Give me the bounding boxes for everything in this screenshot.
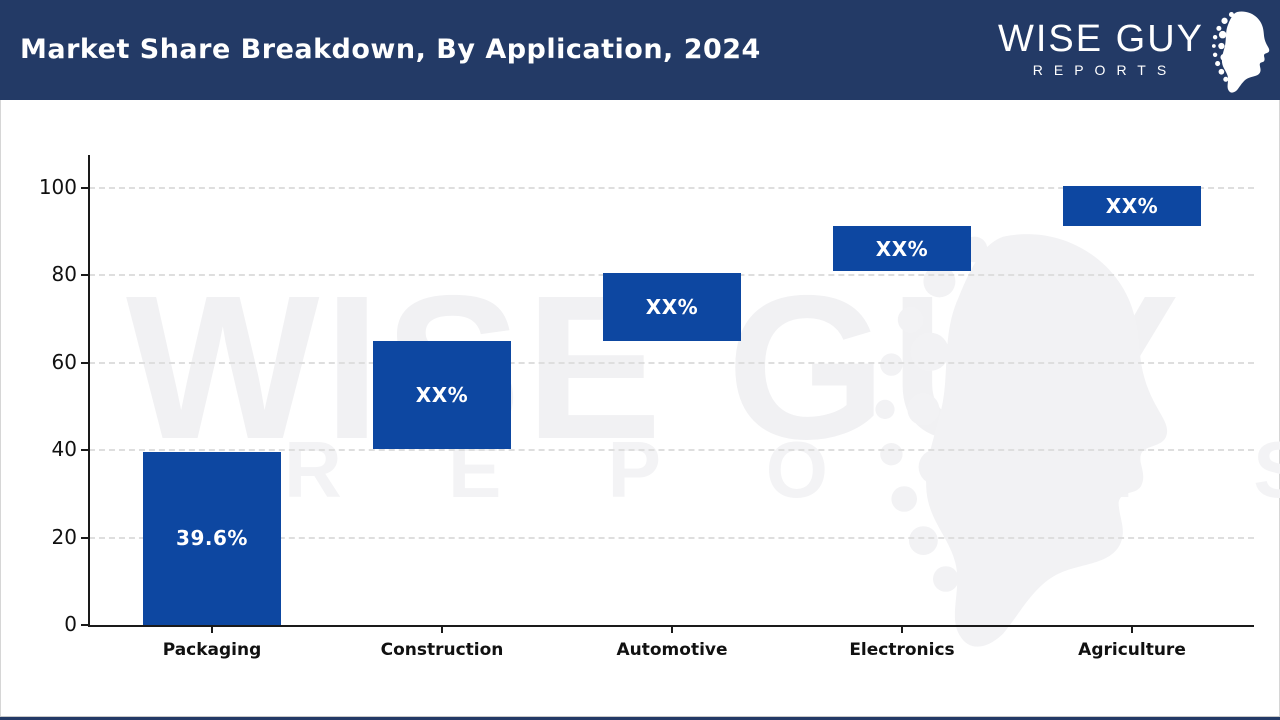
y-tick-20 [81,536,88,539]
y-tick-0 [81,624,88,626]
footer-band [0,717,1280,720]
brand-logo-wordmark: WISE GUY [997,18,1204,60]
x-axis-line [88,625,1254,627]
y-tick-100 [81,186,88,189]
x-tick-packaging [211,627,213,633]
y-tick-label-100: 100 [38,174,77,199]
y-tick-label-80: 80 [51,262,77,286]
x-tick-agriculture [1131,627,1133,633]
y-tick-40 [81,449,88,451]
x-category-label-packaging: Packaging [162,640,262,660]
brand-head-icon [1211,11,1270,93]
brand-logo: WISE GUY REPORTS [998,20,1204,78]
y-tick-label-40: 40 [51,437,77,461]
chart-plot-area: WISE GUY R E P O R T S 0 20 40 60 80 100 39.6%… [0,100,1280,716]
brand-logo-subtitle: REPORTS [1032,62,1178,78]
bar-value-label-packaging: 39.6% [176,526,248,551]
footer-divider [0,716,1280,717]
gridline-60 [89,361,1254,364]
bar-value-label-construction: XX% [415,383,469,408]
x-tick-automotive [671,627,673,633]
y-tick-label-60: 60 [51,349,77,374]
y-tick-80 [81,274,88,276]
watermark-head-icon [875,234,1168,647]
y-tick-label-20: 20 [51,524,77,549]
bar-construction: XX% [373,341,511,450]
bar-packaging: 39.6% [143,451,281,625]
gridline-20 [89,536,1254,539]
bar-value-label-agriculture: XX% [1105,193,1159,218]
bar-value-label-automotive: XX% [645,295,699,320]
bar-value-label-electronics: XX% [875,236,929,261]
x-tick-electronics [901,627,903,633]
x-category-label-automotive: Automotive [616,640,728,660]
chart-title: Market Share Breakdown, By Application, … [20,34,761,65]
y-axis-spine [88,155,90,627]
x-category-label-electronics: Electronics [849,640,955,660]
bar-electronics: XX% [833,226,971,272]
x-tick-construction [441,627,443,633]
y-tick-label-0: 0 [64,612,77,636]
x-category-label-agriculture: Agriculture [1078,640,1186,660]
x-category-label-construction: Construction [380,640,504,660]
header-band: Market Share Breakdown, By Application, … [0,0,1280,100]
bar-automotive: XX% [603,273,741,342]
y-tick-60 [81,361,88,364]
bar-agriculture: XX% [1063,185,1201,226]
gridline-40 [89,449,1254,451]
gridline-100 [89,186,1254,189]
